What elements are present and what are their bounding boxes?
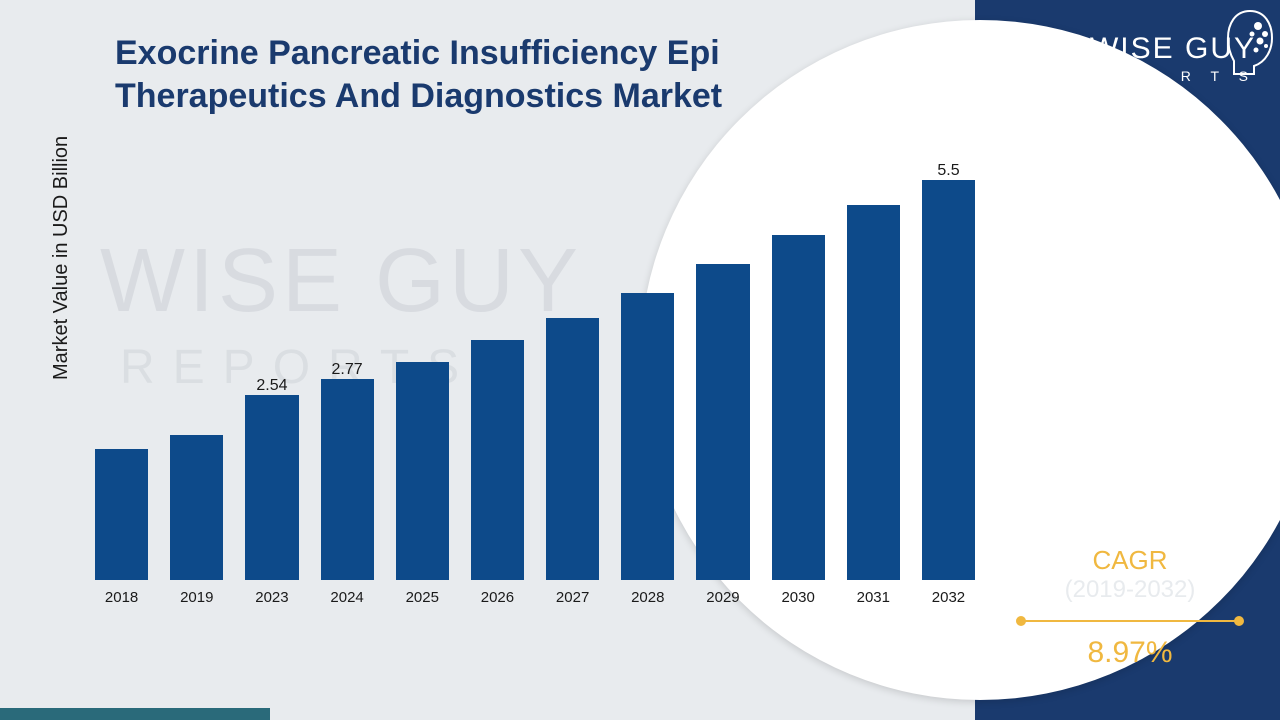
bar	[321, 379, 374, 580]
cagr-title: CAGR	[1010, 545, 1250, 576]
bar	[772, 235, 825, 580]
x-axis-label: 2018	[95, 589, 148, 606]
bar	[471, 340, 524, 580]
bar-wrap: 2.54	[245, 395, 298, 580]
bar	[546, 318, 599, 580]
bar	[170, 435, 223, 580]
x-axis-label: 2026	[471, 589, 524, 606]
x-axis-label: 2028	[621, 589, 674, 606]
x-axis-label: 2031	[847, 589, 900, 606]
bar	[696, 264, 749, 580]
bar	[847, 205, 900, 580]
bar-wrap	[396, 362, 449, 580]
x-axis-label: 2025	[396, 589, 449, 606]
bar-wrap: 2.77	[321, 379, 374, 580]
cagr-divider	[1020, 620, 1240, 622]
y-axis-label: Market Value in USD Billion	[50, 136, 73, 380]
cagr-value: 8.97%	[1010, 636, 1250, 670]
bar-wrap	[95, 449, 148, 580]
x-axis-label: 2027	[546, 589, 599, 606]
bar-wrap	[696, 264, 749, 580]
x-axis-label: 2024	[321, 589, 374, 606]
bar-wrap	[772, 235, 825, 580]
cagr-years: (2019-2032)	[1010, 576, 1250, 604]
bar	[396, 362, 449, 580]
bar-wrap	[621, 293, 674, 580]
chart-title: Exocrine Pancreatic Insufficiency Epi Th…	[115, 32, 835, 117]
bar-chart: 2.542.775.5 2018201920232024202520262027…	[95, 180, 975, 600]
bar-wrap	[546, 318, 599, 580]
x-axis-label: 2029	[696, 589, 749, 606]
bar-wrap	[847, 205, 900, 580]
x-axis-label: 2030	[772, 589, 825, 606]
logo-head-icon	[1220, 6, 1280, 76]
bar	[621, 293, 674, 580]
cagr-box: CAGR (2019-2032) 8.97%	[1010, 545, 1250, 670]
bar-value-label: 5.5	[937, 162, 959, 180]
bottom-accent-bar	[0, 708, 270, 720]
bar-value-label: 2.77	[332, 361, 363, 379]
bar-value-label: 2.54	[256, 377, 287, 395]
bar-wrap	[170, 435, 223, 580]
bar	[245, 395, 298, 580]
x-axis-label: 2019	[170, 589, 223, 606]
main-area: WISE GUY REPORTS Exocrine Pancreatic Ins…	[0, 0, 975, 710]
bar	[95, 449, 148, 580]
x-axis-label: 2032	[922, 589, 975, 606]
bar-wrap	[471, 340, 524, 580]
bar-wrap: 5.5	[922, 180, 975, 580]
bar	[922, 180, 975, 580]
x-axis-label: 2023	[245, 589, 298, 606]
